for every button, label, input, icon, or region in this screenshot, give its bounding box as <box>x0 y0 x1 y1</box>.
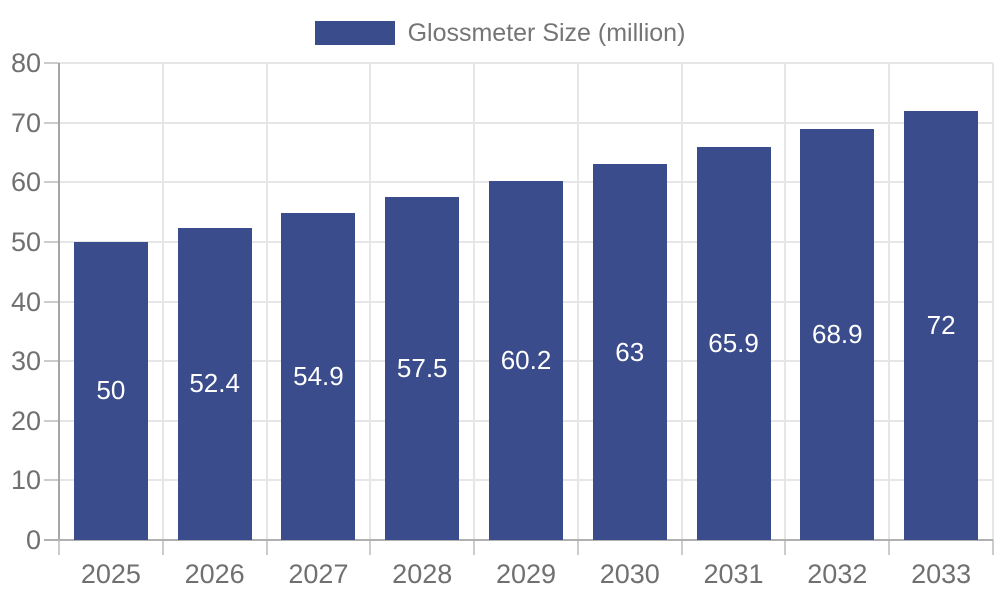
y-axis-label: 10 <box>10 465 41 496</box>
legend-label: Glossmeter Size (million) <box>407 18 686 47</box>
y-axis-tick <box>44 300 59 303</box>
x-gridline <box>369 63 372 540</box>
y-axis-tick <box>44 181 59 184</box>
x-gridline <box>680 63 683 540</box>
bar <box>281 212 356 540</box>
bar <box>177 227 252 540</box>
bar <box>489 181 563 540</box>
x-axis-label: 2033 <box>911 559 972 589</box>
x-gridline <box>473 63 476 540</box>
bar <box>592 164 667 540</box>
y-axis-tick <box>44 240 59 243</box>
x-axis-tick <box>888 540 891 555</box>
bar <box>904 110 979 540</box>
y-axis-line <box>58 63 60 540</box>
y-axis-label: 70 <box>10 107 41 138</box>
x-axis-line <box>44 539 993 541</box>
bar <box>73 241 148 540</box>
y-axis-label: 80 <box>10 48 41 78</box>
x-axis-label: 2027 <box>288 559 349 589</box>
x-gridline <box>888 63 891 540</box>
bar <box>385 197 460 540</box>
y-axis-label: 40 <box>10 286 41 317</box>
y-axis-label: 20 <box>10 405 41 436</box>
x-axis-tick <box>58 540 60 555</box>
y-gridline <box>59 62 993 64</box>
bar <box>800 129 875 540</box>
x-axis-tick <box>265 540 268 555</box>
x-axis-tick <box>369 540 372 555</box>
y-axis-tick <box>44 479 59 482</box>
y-axis-label: 50 <box>10 226 41 257</box>
y-axis-tick <box>44 62 59 64</box>
x-axis-label: 2029 <box>495 559 557 589</box>
x-axis-tick <box>161 540 164 555</box>
x-axis-label: 2031 <box>703 559 764 589</box>
legend-swatch <box>314 21 395 45</box>
y-axis-label: 0 <box>25 525 41 555</box>
x-gridline <box>784 63 787 540</box>
y-axis-label: 60 <box>10 167 41 198</box>
x-axis-tick <box>992 540 994 555</box>
bar <box>696 147 771 540</box>
x-axis-tick <box>680 540 683 555</box>
x-axis-label: 2026 <box>184 559 245 589</box>
x-axis-tick <box>784 540 787 555</box>
x-gridline <box>576 63 579 540</box>
x-axis-label: 2032 <box>807 559 868 589</box>
y-axis-label: 30 <box>10 346 41 377</box>
y-axis-tick <box>44 121 59 124</box>
y-axis-tick <box>44 360 59 363</box>
x-gridline <box>992 63 994 540</box>
y-gridline <box>59 121 993 124</box>
x-gridline <box>161 63 164 540</box>
x-axis-label: 2030 <box>599 559 660 589</box>
x-axis-tick <box>473 540 476 555</box>
x-gridline <box>265 63 268 540</box>
y-axis-tick <box>44 419 59 422</box>
x-axis-label: 2028 <box>392 559 453 589</box>
chart-legend: Glossmeter Size (million) <box>0 17 1000 49</box>
x-axis-label: 2025 <box>80 559 141 589</box>
x-axis-tick <box>576 540 579 555</box>
